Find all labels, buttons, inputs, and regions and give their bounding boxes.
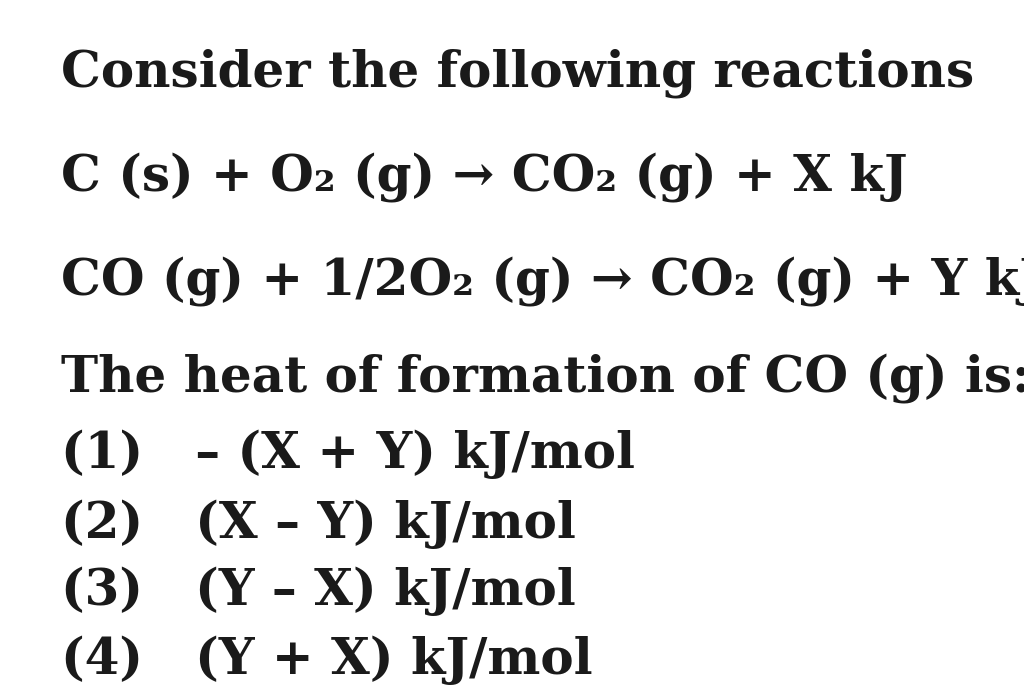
Text: CO (g) + 1/2O₂ (g) → CO₂ (g) + Y kJ: CO (g) + 1/2O₂ (g) → CO₂ (g) + Y kJ [61, 256, 1024, 306]
Text: (2)   (X – Y) kJ/mol: (2) (X – Y) kJ/mol [61, 499, 577, 549]
Text: Consider the following reactions: Consider the following reactions [61, 48, 975, 98]
Text: The heat of formation of CO (g) is:: The heat of formation of CO (g) is: [61, 353, 1024, 403]
Text: (4)   (Y + X) kJ/mol: (4) (Y + X) kJ/mol [61, 636, 593, 686]
Text: (3)   (Y – X) kJ/mol: (3) (Y – X) kJ/mol [61, 566, 577, 616]
Text: (1)   – (X + Y) kJ/mol: (1) – (X + Y) kJ/mol [61, 430, 636, 480]
Text: C (s) + O₂ (g) → CO₂ (g) + X kJ: C (s) + O₂ (g) → CO₂ (g) + X kJ [61, 152, 908, 202]
